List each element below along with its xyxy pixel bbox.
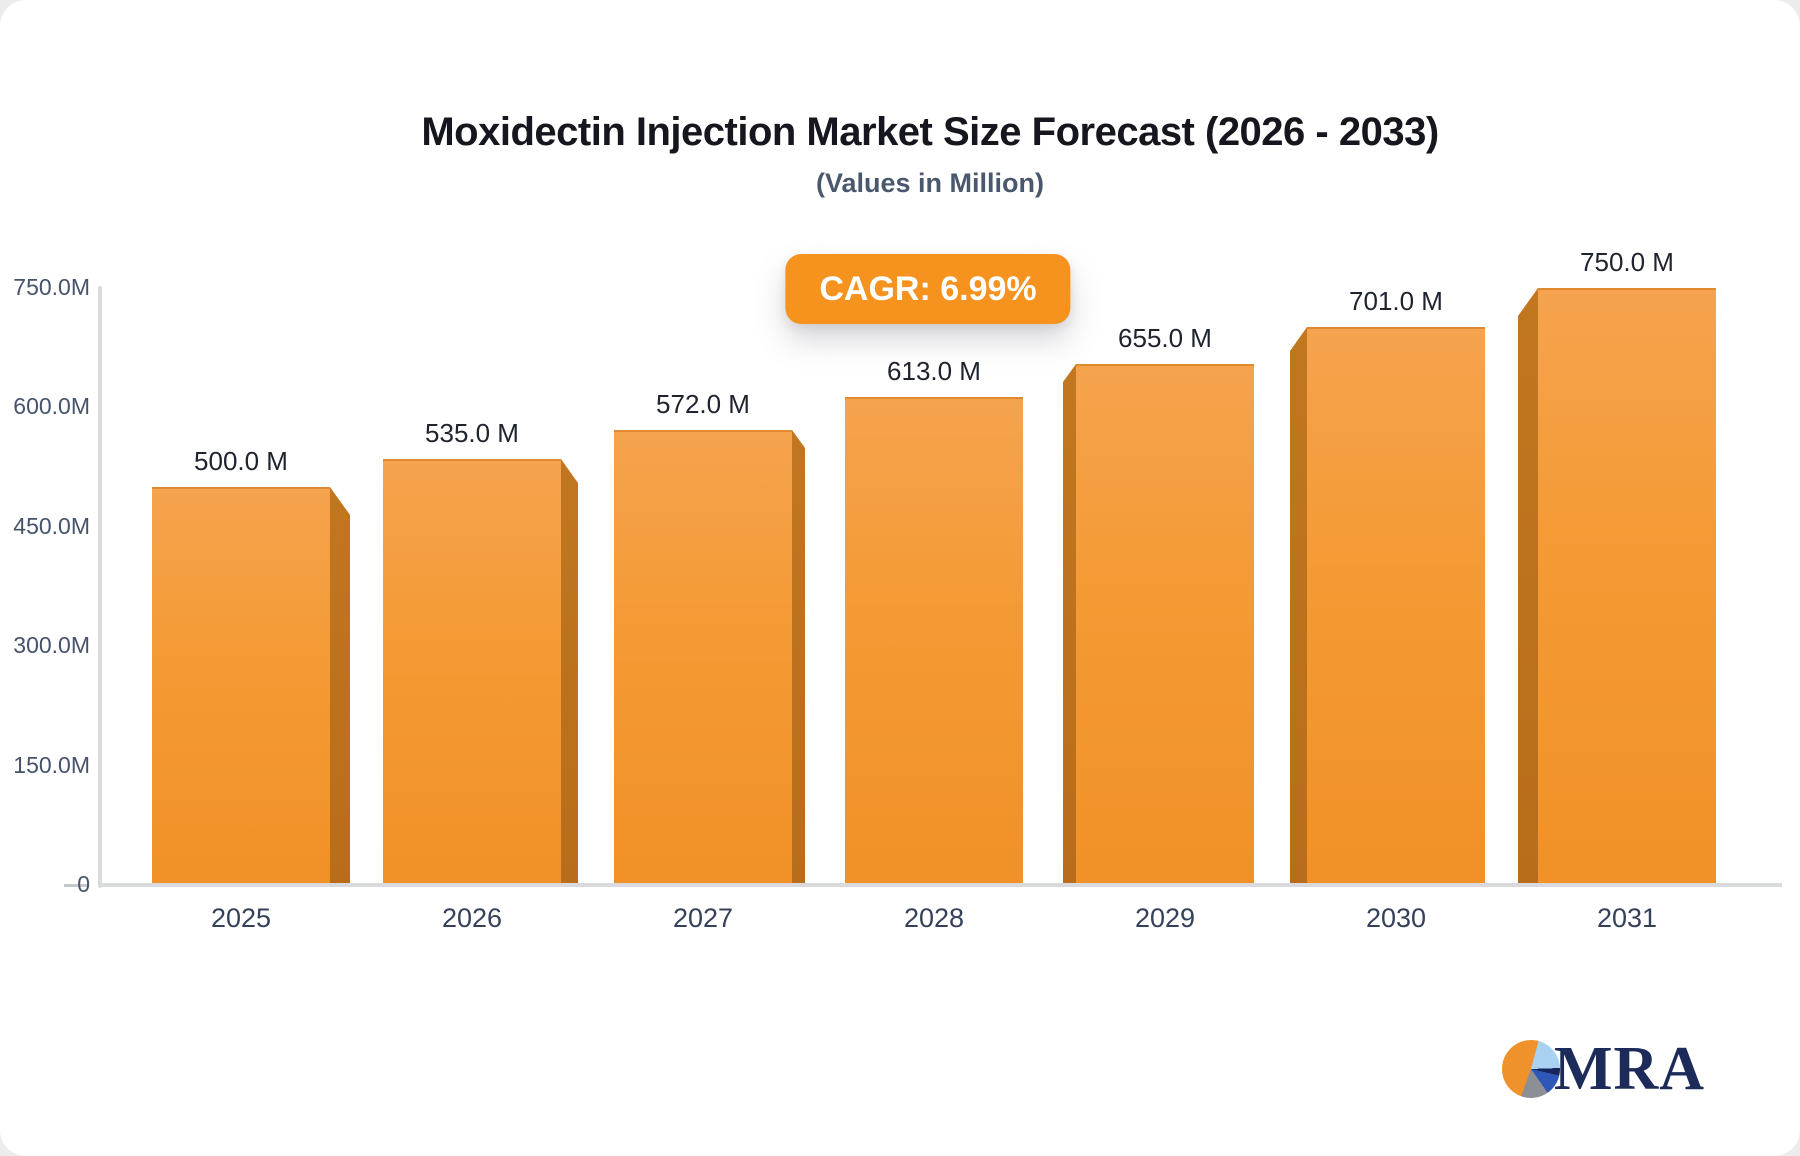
cagr-badge-label: CAGR: 6.99% (819, 269, 1037, 308)
bar-3d-side (561, 459, 578, 885)
bar-value-label: 572.0 M (656, 389, 750, 419)
y-tick-label: 150.0M (13, 751, 90, 778)
x-category-label: 2027 (672, 903, 734, 933)
x-category-label: 2031 (1596, 903, 1658, 933)
cagr-badge: CAGR: 6.99% (785, 254, 1071, 324)
y-axis-line (98, 286, 102, 888)
y-tick-label: 0 (77, 871, 90, 897)
bar-3d-side (1290, 327, 1307, 885)
y-tick-label: 300.0M (13, 632, 90, 659)
y-tick-label: 750.0M (13, 274, 90, 300)
bar-value-label: 701.0 M (1349, 286, 1443, 316)
bar-value-label: 535.0 M (425, 418, 519, 448)
chart-subtitle: (Values in Million) (815, 168, 1045, 198)
bar-value-label: 655.0 M (1118, 323, 1212, 353)
x-category-label: 2028 (903, 903, 965, 933)
x-category-label: 2030 (1365, 903, 1427, 933)
bar-value-label: 750.0 M (1580, 247, 1674, 277)
bar-value-label: 500.0 M (194, 446, 288, 476)
bar (383, 459, 561, 885)
bar (614, 430, 792, 885)
x-axis-line (98, 883, 1782, 887)
bar (152, 487, 330, 885)
x-category-label: 2025 (210, 903, 272, 933)
logo-text: MRA (1554, 1035, 1706, 1103)
bar-3d-side (1518, 288, 1538, 885)
bar (1076, 364, 1254, 885)
bar-3d-side (1063, 364, 1076, 885)
bar (1538, 288, 1716, 885)
zero-tick-mark (64, 884, 88, 887)
bar (1307, 327, 1485, 885)
pie-chart-logo-icon (1502, 1040, 1560, 1098)
bar-3d-side (330, 487, 350, 885)
mra-logo: MRA (1502, 1038, 1705, 1100)
y-tick-label: 600.0M (13, 393, 90, 420)
x-category-label: 2029 (1134, 903, 1196, 933)
bar-3d-side (792, 430, 805, 885)
bar-value-label: 613.0 M (887, 356, 981, 386)
bar (845, 397, 1023, 885)
y-tick-label: 450.0M (13, 512, 90, 539)
chart-title: Moxidectin Injection Market Size Forecas… (421, 110, 1439, 154)
x-category-label: 2026 (441, 903, 503, 933)
